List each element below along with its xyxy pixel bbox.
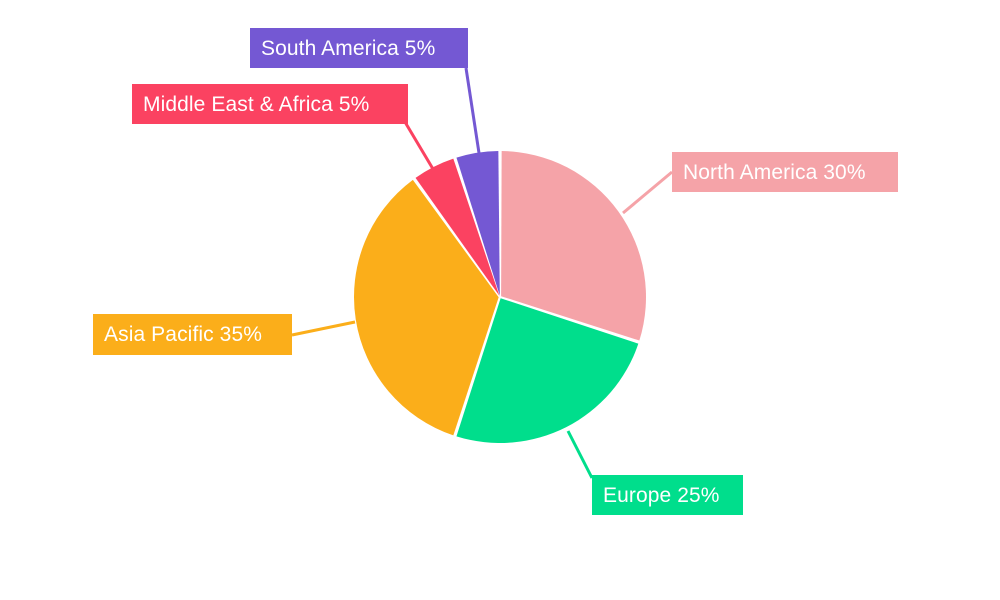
pie-label-north-america[interactable]: North America 30% bbox=[672, 152, 898, 192]
pie-slice[interactable] bbox=[501, 151, 646, 341]
pie-label-south-america[interactable]: South America 5% bbox=[250, 28, 468, 68]
pie-label-middle-east-africa[interactable]: Middle East & Africa 5% bbox=[132, 84, 408, 124]
pie-slice[interactable] bbox=[415, 158, 500, 296]
pie-slice[interactable] bbox=[456, 298, 639, 443]
leader-line bbox=[403, 121, 435, 170]
pie-slice[interactable] bbox=[353, 179, 499, 436]
pie-label-europe[interactable]: Europe 25% bbox=[592, 475, 743, 515]
pie-label-text: South America 5% bbox=[261, 36, 436, 60]
pie-label-text: Middle East & Africa 5% bbox=[143, 92, 370, 116]
pie-label-text: North America 30% bbox=[683, 160, 866, 184]
leader-line bbox=[291, 320, 356, 337]
leader-line-group bbox=[291, 67, 673, 479]
pie-slice[interactable] bbox=[456, 151, 500, 296]
pie-label-text: Asia Pacific 35% bbox=[104, 323, 263, 346]
leader-line bbox=[464, 67, 481, 154]
pie-label-text: Europe 25% bbox=[603, 483, 720, 507]
pie-slice-group bbox=[353, 151, 646, 443]
leader-line bbox=[566, 430, 594, 479]
leader-line bbox=[622, 170, 673, 215]
pie-label-asia-pacific[interactable]: Asia Pacific 35% bbox=[93, 314, 292, 355]
